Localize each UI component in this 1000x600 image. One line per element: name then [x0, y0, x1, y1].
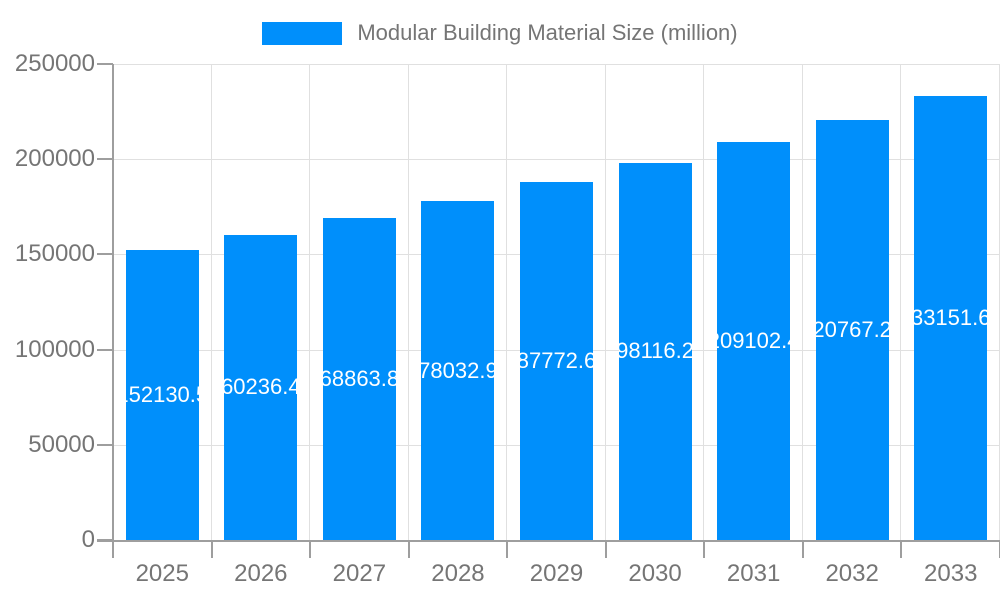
bar-data-label: 187772.66 — [520, 348, 593, 374]
y-axis-label: 250000 — [14, 50, 95, 77]
bar-2026[interactable]: 160236.45 — [224, 234, 298, 540]
bar-data-label: 220767.25 — [815, 316, 889, 342]
y-axis-label: 150000 — [14, 240, 95, 268]
x-axis-label-2028: 2028 — [431, 560, 485, 587]
y-axis-tick — [97, 63, 113, 65]
bar-2029[interactable]: 187772.66 — [520, 182, 593, 540]
legend-swatch — [262, 21, 343, 45]
x-axis-label-2029: 2029 — [529, 560, 584, 587]
gridline-vertical — [900, 64, 902, 540]
y-axis-line — [112, 64, 114, 542]
bar-data-label: 168863.84 — [322, 366, 396, 392]
y-axis-tick — [97, 539, 113, 541]
y-axis-label: 50000 — [28, 430, 95, 458]
y-axis-tick — [97, 443, 113, 446]
legend-item-series[interactable]: Modular Building Material Size (million) — [262, 20, 738, 46]
y-axis-label: 200000 — [14, 145, 95, 173]
gridline-vertical — [407, 64, 409, 540]
gridline-vertical — [309, 64, 311, 540]
x-axis-label-2030: 2030 — [628, 560, 682, 587]
x-axis-tick — [506, 540, 509, 558]
gridline-vertical — [703, 64, 705, 540]
y-axis-label: 100000 — [14, 335, 95, 363]
x-axis-tick — [900, 540, 903, 558]
gridline-vertical — [604, 64, 606, 540]
y-axis-tick — [97, 348, 113, 351]
x-axis-tick — [407, 540, 410, 558]
gridline-horizontal — [113, 159, 1000, 161]
chart-legend: Modular Building Material Size (million) — [0, 20, 1000, 46]
x-axis-tick — [801, 540, 804, 558]
x-axis-label-2026: 2026 — [234, 560, 288, 587]
gridline-vertical — [506, 64, 508, 540]
y-axis-label: 0 — [81, 526, 95, 553]
gridline-horizontal — [113, 64, 1000, 65]
gridline-vertical — [210, 64, 212, 540]
bar-data-label: 178032.95 — [421, 357, 495, 383]
bar-2027[interactable]: 168863.84 — [322, 218, 396, 540]
x-axis-tick — [703, 540, 706, 558]
bar-2025[interactable]: 152130.5 — [125, 250, 199, 540]
x-axis-label-2033: 2033 — [924, 560, 978, 587]
y-axis-tick — [97, 253, 113, 256]
gridline-vertical — [801, 64, 803, 540]
x-axis-tick — [210, 540, 213, 558]
bar-data-label: 160236.45 — [224, 374, 298, 400]
y-axis-tick — [97, 158, 113, 161]
bar-2028[interactable]: 178032.95 — [421, 201, 495, 540]
x-axis-label-2031: 2031 — [726, 560, 781, 587]
bar-2032[interactable]: 220767.25 — [815, 119, 889, 540]
bar-data-label: 198116.25 — [618, 338, 692, 364]
bar-2030[interactable]: 198116.25 — [618, 162, 692, 540]
x-axis-tick — [604, 540, 607, 558]
x-axis-line — [97, 540, 1000, 542]
legend-label: Modular Building Material Size (million) — [357, 20, 738, 45]
x-axis-label-2025: 2025 — [135, 560, 189, 587]
x-axis-tick — [309, 540, 312, 558]
bar-data-label: 152130.5 — [126, 382, 199, 408]
plot-area: 152130.5 160236.45 168863.84 178032.95 18777… — [113, 64, 1000, 540]
x-axis-label-2032: 2032 — [825, 560, 879, 587]
x-axis-tick — [112, 540, 114, 558]
x-axis-label-2027: 2027 — [332, 560, 387, 587]
